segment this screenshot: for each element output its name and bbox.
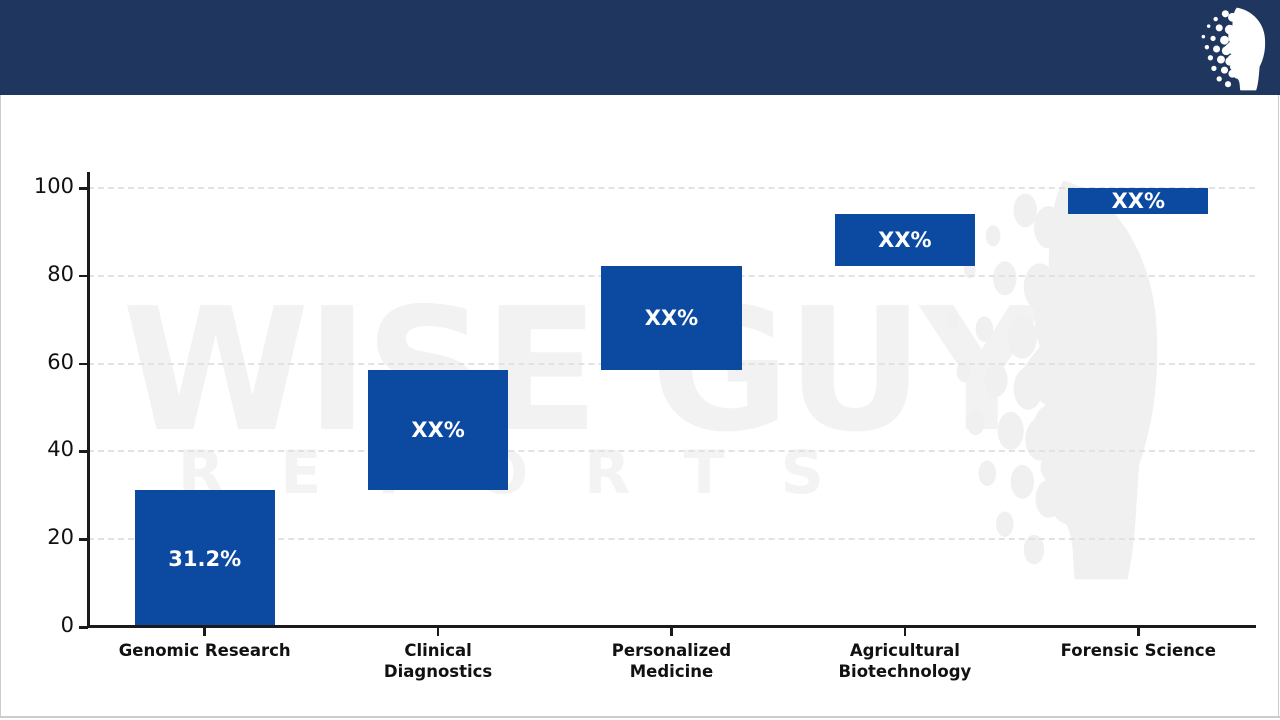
y-tick-label: 20 [47, 525, 74, 550]
x-category-label: Agricultural Biotechnology [838, 641, 972, 681]
bar-value-label: 31.2% [168, 546, 242, 571]
y-tick-label: 100 [33, 174, 74, 198]
x-category-label: Clinical Diagnostics [383, 641, 493, 681]
x-axis-line [87, 625, 1256, 628]
bar-value-label: XX% [1111, 189, 1165, 214]
y-tick [79, 538, 88, 541]
y-tick-label: 60 [47, 349, 74, 374]
x-tick [436, 627, 440, 636]
wiseguy-head-icon [1201, 7, 1266, 91]
x-tick [1137, 627, 1140, 636]
header-bar [0, 0, 1280, 95]
watermark-wordmark: WISE GUY [122, 272, 1043, 470]
bar-value-label: XX% [878, 228, 932, 252]
y-tick-label: 40 [47, 437, 74, 462]
y-tick-label: 0 [60, 613, 74, 637]
bar-value-label: XX% [411, 418, 465, 443]
x-category-label: Forensic Science [1060, 641, 1216, 660]
x-tick [903, 627, 907, 636]
y-gridline [88, 450, 1255, 453]
bar-segment: 31.2% [134, 490, 275, 627]
bar-segment: XX% [834, 214, 975, 266]
x-category-label: Personalized Medicine [611, 641, 732, 681]
x-tick [670, 627, 673, 636]
y-gridline [88, 538, 1255, 541]
y-tick [79, 187, 88, 190]
y-axis-line [87, 172, 90, 628]
frame-border-right [1278, 95, 1279, 717]
y-tick [79, 274, 88, 278]
bar-segment: XX% [601, 265, 742, 371]
frame-border-bottom [0, 716, 1280, 718]
bar-segment: XX% [1068, 188, 1209, 215]
bar-segment: XX% [368, 370, 509, 491]
y-tick-label: 80 [47, 261, 74, 286]
y-tick [79, 362, 88, 366]
bar-value-label: XX% [644, 305, 699, 330]
y-gridline [88, 187, 1255, 189]
x-tick [203, 627, 206, 636]
y-tick [79, 450, 88, 453]
y-tick [79, 626, 88, 629]
frame-border-left [0, 95, 1, 717]
x-category-label: Genomic Research [118, 641, 291, 660]
